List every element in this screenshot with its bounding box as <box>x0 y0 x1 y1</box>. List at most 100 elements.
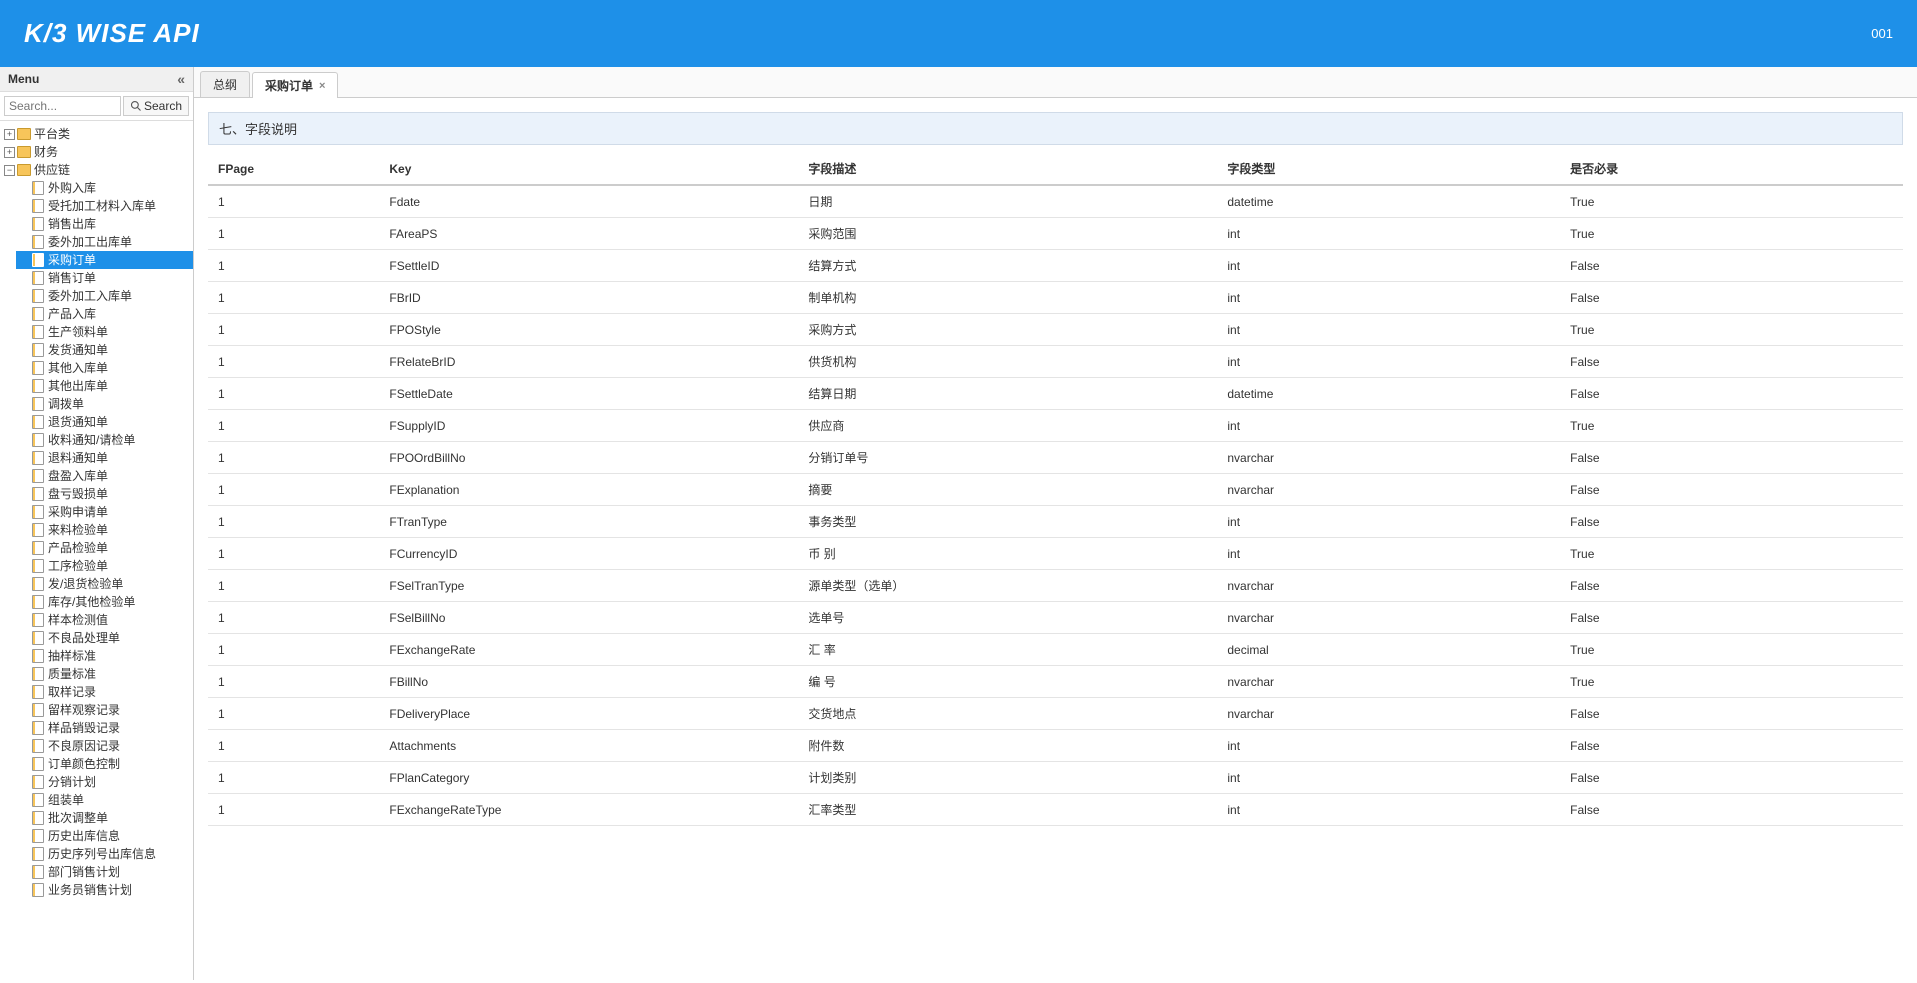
close-icon[interactable]: × <box>319 80 325 92</box>
table-cell: datetime <box>1217 185 1560 218</box>
search-input[interactable] <box>4 96 121 116</box>
tree-item[interactable]: 组装单 <box>16 791 193 809</box>
tree-item[interactable]: 样本检测值 <box>16 611 193 629</box>
table-cell: False <box>1560 762 1903 794</box>
table-cell: FAreaPS <box>379 218 798 250</box>
tree-item[interactable]: 其他入库单 <box>16 359 193 377</box>
table-cell: True <box>1560 634 1903 666</box>
tree-item[interactable]: 调拨单 <box>16 395 193 413</box>
tree-folder[interactable]: +财务 <box>2 143 193 161</box>
table-cell: FPOStyle <box>379 314 798 346</box>
tree-folder[interactable]: + 平台类 <box>2 125 193 143</box>
tree-item[interactable]: 采购订单 <box>16 251 193 269</box>
table-cell: FSelBillNo <box>379 602 798 634</box>
tree-item[interactable]: 退料通知单 <box>16 449 193 467</box>
tree-item[interactable]: 销售出库 <box>16 215 193 233</box>
tree-item[interactable]: 外购入库 <box>16 179 193 197</box>
tree-folder[interactable]: −供应链 <box>2 161 193 179</box>
tree-item[interactable]: 样品销毁记录 <box>16 719 193 737</box>
tree-item[interactable]: 业务员销售计划 <box>16 881 193 899</box>
table-cell: 日期 <box>798 185 1217 218</box>
table-cell: 制单机构 <box>798 282 1217 314</box>
collapse-icon[interactable]: − <box>4 165 15 176</box>
table-cell: 1 <box>208 250 379 282</box>
table-cell: 1 <box>208 474 379 506</box>
table-cell: 采购范围 <box>798 218 1217 250</box>
expand-icon[interactable]: + <box>4 147 15 158</box>
table-cell: Fdate <box>379 185 798 218</box>
table-row: 1FExplanation摘要nvarcharFalse <box>208 474 1903 506</box>
tree-item[interactable]: 盘盈入库单 <box>16 467 193 485</box>
tree-label: 样本检测值 <box>48 611 108 629</box>
tree-item[interactable]: 历史序列号出库信息 <box>16 845 193 863</box>
tree-item[interactable]: 不良品处理单 <box>16 629 193 647</box>
tree-item[interactable]: 委外加工入库单 <box>16 287 193 305</box>
tree-item[interactable]: 质量标准 <box>16 665 193 683</box>
table-cell: False <box>1560 698 1903 730</box>
tree-item[interactable]: 分销计划 <box>16 773 193 791</box>
tree-item[interactable]: 其他出库单 <box>16 377 193 395</box>
tree-item[interactable]: 退货通知单 <box>16 413 193 431</box>
tree-item[interactable]: 收料通知/请检单 <box>16 431 193 449</box>
tree-item[interactable]: 盘亏毁损单 <box>16 485 193 503</box>
table-row: 1FSelTranType源单类型（选单）nvarcharFalse <box>208 570 1903 602</box>
file-icon <box>31 613 45 627</box>
tab[interactable]: 采购订单× <box>252 72 338 98</box>
tree-label: 不良品处理单 <box>48 629 120 647</box>
tree-label: 平台类 <box>34 125 70 143</box>
table-cell: True <box>1560 314 1903 346</box>
table-cell: False <box>1560 282 1903 314</box>
table-row: 1FCurrencyID币 别intTrue <box>208 538 1903 570</box>
tree-item[interactable]: 订单颜色控制 <box>16 755 193 773</box>
table-cell: 结算方式 <box>798 250 1217 282</box>
search-button[interactable]: Search <box>123 96 189 116</box>
expand-icon[interactable]: + <box>4 129 15 140</box>
table-cell: 汇 率 <box>798 634 1217 666</box>
table-row: 1FAreaPS采购范围intTrue <box>208 218 1903 250</box>
tab[interactable]: 总纲 <box>200 71 250 97</box>
tree-item[interactable]: 生产领料单 <box>16 323 193 341</box>
table-cell: True <box>1560 666 1903 698</box>
column-header: Key <box>379 153 798 185</box>
tree-label: 库存/其他检验单 <box>48 593 135 611</box>
tree-item[interactable]: 工序检验单 <box>16 557 193 575</box>
tree-item[interactable]: 发/退货检验单 <box>16 575 193 593</box>
table-cell: 采购方式 <box>798 314 1217 346</box>
file-icon <box>31 577 45 591</box>
tree-item[interactable]: 受托加工材料入库单 <box>16 197 193 215</box>
tree-item[interactable]: 产品检验单 <box>16 539 193 557</box>
tree-label: 销售出库 <box>48 215 96 233</box>
file-icon <box>31 253 45 267</box>
tree-item[interactable]: 采购申请单 <box>16 503 193 521</box>
tree-item[interactable]: 不良原因记录 <box>16 737 193 755</box>
table-cell: True <box>1560 218 1903 250</box>
table-cell: FBillNo <box>379 666 798 698</box>
tree-item[interactable]: 批次调整单 <box>16 809 193 827</box>
tree-item[interactable]: 销售订单 <box>16 269 193 287</box>
table-cell: 编 号 <box>798 666 1217 698</box>
tree-item[interactable]: 产品入库 <box>16 305 193 323</box>
file-icon <box>31 325 45 339</box>
table-cell: FExchangeRate <box>379 634 798 666</box>
tree-item[interactable]: 取样记录 <box>16 683 193 701</box>
table-cell: int <box>1217 794 1560 826</box>
tree-item[interactable]: 来料检验单 <box>16 521 193 539</box>
tree-label: 外购入库 <box>48 179 96 197</box>
tree-item[interactable]: 抽样标准 <box>16 647 193 665</box>
collapse-sidebar-button[interactable]: « <box>177 71 185 87</box>
tree-item[interactable]: 部门销售计划 <box>16 863 193 881</box>
tree-item[interactable]: 留样观察记录 <box>16 701 193 719</box>
tree-label: 组装单 <box>48 791 84 809</box>
content-area: 七、字段说明 FPageKey字段描述字段类型是否必录 1Fdate日期date… <box>194 98 1917 980</box>
tree-label: 销售订单 <box>48 269 96 287</box>
tree-item[interactable]: 库存/其他检验单 <box>16 593 193 611</box>
table-row: 1Attachments附件数intFalse <box>208 730 1903 762</box>
table-row: 1FExchangeRate汇 率decimalTrue <box>208 634 1903 666</box>
tree-item[interactable]: 委外加工出库单 <box>16 233 193 251</box>
tree-item[interactable]: 历史出库信息 <box>16 827 193 845</box>
table-cell: FPlanCategory <box>379 762 798 794</box>
tree-item[interactable]: 发货通知单 <box>16 341 193 359</box>
tree-label: 受托加工材料入库单 <box>48 197 156 215</box>
table-cell: False <box>1560 794 1903 826</box>
menu-label: Menu <box>8 72 39 86</box>
